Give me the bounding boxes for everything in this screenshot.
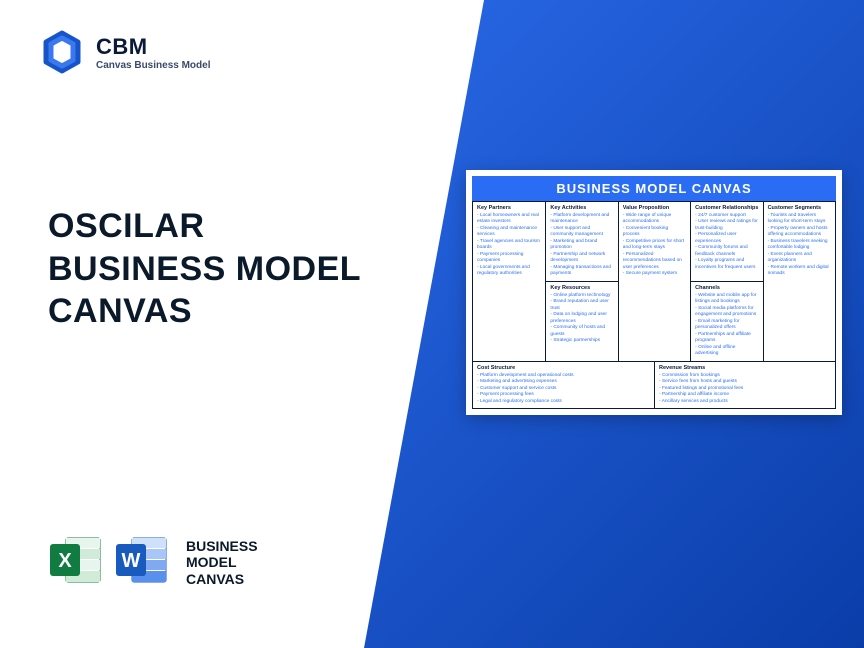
logo-text: CBM Canvas Business Model — [96, 34, 210, 71]
list-value-proposition: Wide range of unique accommodationsConve… — [623, 213, 686, 278]
format-label: BUSINESS MODEL CANVAS — [186, 538, 258, 586]
list-item: Personalized user experiences — [695, 232, 758, 245]
list-item: Data on lodging and user preferences — [550, 312, 613, 325]
heading-value-proposition: Value Proposition — [623, 205, 686, 211]
list-item: Strategic partnerships — [550, 338, 613, 344]
cell-channels: Channels Website and mobile app for list… — [690, 281, 762, 361]
brand-name: CBM — [96, 34, 210, 60]
heading-channels: Channels — [695, 285, 758, 291]
list-customer-segments: Tourists and travelers looking for short… — [768, 213, 831, 278]
format-label-1: BUSINESS — [186, 538, 258, 554]
list-item: Email marketing for personalized offers — [695, 319, 758, 332]
format-badges: X W BUSINESS MODEL CANVAS — [48, 532, 258, 593]
list-item: Local homeowners and real estate investo… — [477, 213, 541, 226]
word-icon: W — [114, 532, 170, 593]
list-item: Remote workers and digital nomads — [768, 265, 831, 278]
list-revenue-streams: Commission from bookingsService fees fro… — [659, 373, 831, 405]
heading-key-activities: Key Activities — [550, 205, 613, 211]
heading-cost-structure: Cost Structure — [477, 365, 650, 371]
list-channels: Website and mobile app for listings and … — [695, 293, 758, 358]
format-label-2: MODEL — [186, 554, 258, 570]
list-item: Partnership and network development — [550, 252, 613, 265]
list-cost-structure: Platform development and operational cos… — [477, 373, 650, 405]
title-line-2: BUSINESS MODEL — [48, 248, 361, 291]
logo-icon — [40, 30, 84, 74]
list-item: Website and mobile app for listings and … — [695, 293, 758, 306]
canvas-grid: Key Partners Local homeowners and real e… — [472, 201, 836, 409]
list-item: Marketing and brand promotion — [550, 239, 613, 252]
heading-key-resources: Key Resources — [550, 285, 613, 291]
list-item: Brand reputation and user trust — [550, 299, 613, 312]
list-item: Ancillary services and products — [659, 399, 831, 405]
cell-cost-structure: Cost Structure Platform development and … — [473, 361, 654, 408]
brand-logo: CBM Canvas Business Model — [40, 30, 210, 74]
list-item: Partnerships and affiliate programs — [695, 332, 758, 345]
brand-tagline: Canvas Business Model — [96, 60, 210, 71]
cell-key-activities: Key Activities Platform development and … — [545, 201, 617, 281]
list-key-partners: Local homeowners and real estate investo… — [477, 213, 541, 278]
svg-text:W: W — [122, 550, 141, 572]
cell-customer-segments: Customer Segments Tourists and travelers… — [763, 201, 835, 361]
list-key-activities: Platform development and maintenanceUser… — [550, 213, 613, 278]
svg-text:X: X — [58, 550, 72, 572]
list-customer-relationships: 24/7 customer supportUser reviews and ra… — [695, 213, 758, 271]
list-item: Legal and regulatory compliance costs — [477, 399, 650, 405]
list-item: User support and community management — [550, 226, 613, 239]
list-item: Community forums and feedback channels — [695, 245, 758, 258]
list-item: Social media platforms for engagement an… — [695, 306, 758, 319]
list-item: Business travelers seeking comfortable l… — [768, 239, 831, 252]
cell-customer-relationships: Customer Relationships 24/7 customer sup… — [690, 201, 762, 281]
list-item: Online and offline advertising — [695, 345, 758, 358]
title-line-1: OSCILAR — [48, 205, 361, 248]
cell-value-proposition: Value Proposition Wide range of unique a… — [618, 201, 690, 361]
canvas-title: BUSINESS MODEL CANVAS — [472, 176, 836, 201]
list-item: Personalized recommendations based on us… — [623, 252, 686, 271]
list-item: Local governments and regulatory authori… — [477, 265, 541, 278]
format-label-3: CANVAS — [186, 571, 258, 587]
list-item: Platform development and maintenance — [550, 213, 613, 226]
cell-key-resources: Key Resources Online platform technology… — [545, 281, 617, 361]
list-item: Cleaning and maintenance services — [477, 226, 541, 239]
heading-customer-segments: Customer Segments — [768, 205, 831, 211]
list-item: User reviews and ratings for trust-build… — [695, 219, 758, 232]
list-item: Managing transactions and payments — [550, 265, 613, 278]
excel-icon: X — [48, 532, 104, 593]
heading-revenue-streams: Revenue Streams — [659, 365, 831, 371]
list-item: Payment processing companies — [477, 252, 541, 265]
list-item: Property owners and hosts offering accom… — [768, 226, 831, 239]
list-key-resources: Online platform technologyBrand reputati… — [550, 293, 613, 345]
canvas-preview: BUSINESS MODEL CANVAS Key Partners Local… — [466, 170, 842, 415]
cell-revenue-streams: Revenue Streams Commission from bookings… — [654, 361, 835, 408]
list-item: Event planners and organizations — [768, 252, 831, 265]
heading-key-partners: Key Partners — [477, 205, 541, 211]
list-item: Community of hosts and guests — [550, 325, 613, 338]
list-item: Convenient booking process — [623, 226, 686, 239]
list-item: Wide range of unique accommodations — [623, 213, 686, 226]
list-item: Tourists and travelers looking for short… — [768, 213, 831, 226]
list-item: Competitive prices for short and long-te… — [623, 239, 686, 252]
cell-key-partners: Key Partners Local homeowners and real e… — [473, 201, 545, 361]
list-item: Secure payment system — [623, 271, 686, 277]
page-title: OSCILAR BUSINESS MODEL CANVAS — [48, 205, 361, 333]
title-line-3: CANVAS — [48, 290, 361, 333]
list-item: Travel agencies and tourism boards — [477, 239, 541, 252]
list-item: Loyalty programs and incentives for freq… — [695, 258, 758, 271]
heading-customer-relationships: Customer Relationships — [695, 205, 758, 211]
